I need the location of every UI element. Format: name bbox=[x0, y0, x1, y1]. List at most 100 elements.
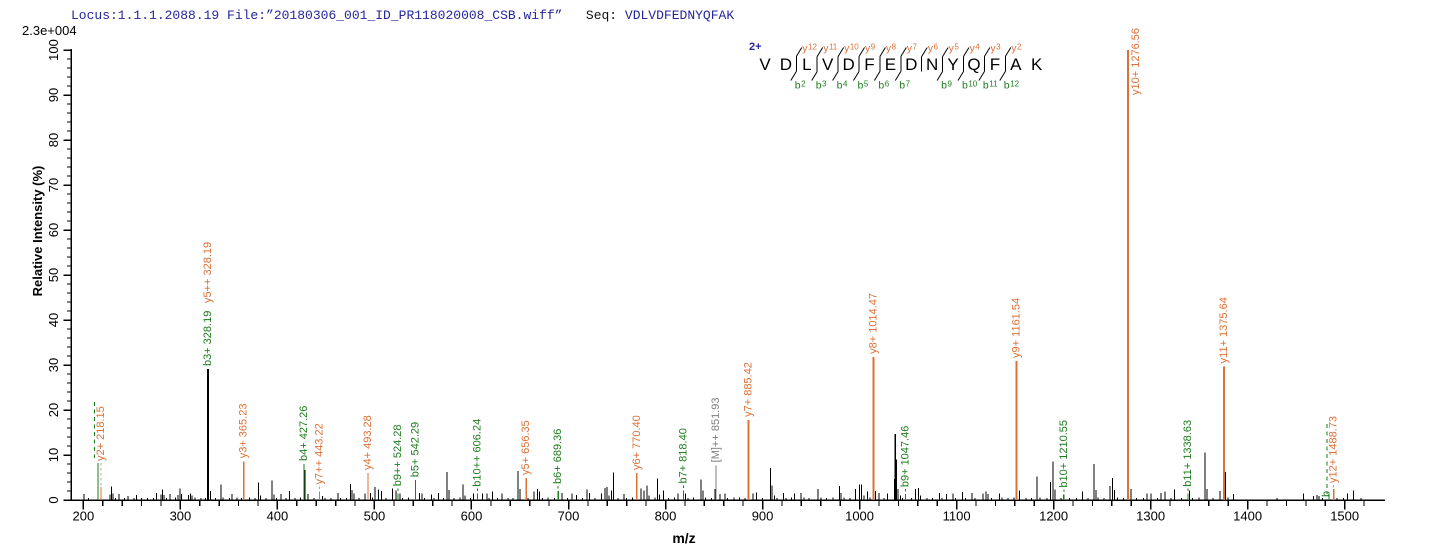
b-ion-label: b9++ 524.28 bbox=[392, 424, 404, 486]
stray-ion-glyph: b bbox=[1321, 491, 1333, 497]
cleavage-mark-top-slash bbox=[879, 47, 886, 57]
cleavage-mark-bottom-slash bbox=[999, 71, 1006, 81]
cleavage-mark-bottom-slash bbox=[811, 71, 818, 81]
y-tick-label: 30 bbox=[46, 358, 61, 372]
y-ion-tag: y5 bbox=[949, 43, 960, 55]
y-ion-tag: y9 bbox=[865, 43, 876, 55]
x-tick-label: 300 bbox=[170, 509, 192, 524]
y-ion-tag: y6 bbox=[928, 43, 939, 55]
cleavage-mark-top-slash bbox=[795, 47, 803, 57]
cleavage-mark-bottom-slash bbox=[978, 71, 985, 81]
y-ion-label: y2+ 218.15 bbox=[95, 406, 107, 461]
residue-letter: D bbox=[780, 55, 792, 74]
cleavage-mark-bottom-slash bbox=[894, 71, 902, 81]
cleavage-mark-top-slash bbox=[921, 47, 928, 57]
cleavage-mark-top-slash bbox=[942, 47, 949, 57]
cleavage-mark-top-slash bbox=[837, 47, 845, 57]
y-ion-label: y6+ 770.40 bbox=[631, 415, 643, 470]
y-tick-label: 40 bbox=[46, 313, 61, 327]
y-tick-label: 90 bbox=[46, 88, 61, 102]
b-ion-label: b6+ 689.36 bbox=[552, 429, 564, 484]
y-ion-label: y4+ 493.28 bbox=[362, 415, 374, 470]
b-ion-tag: b4 bbox=[837, 80, 848, 92]
y-ion-label: y7++ 443.22 bbox=[313, 423, 325, 484]
y-ion-tag: y3 bbox=[990, 43, 1001, 55]
y-ion-label: y3+ 365.23 bbox=[238, 404, 250, 459]
residue-letter: A bbox=[1010, 55, 1022, 74]
residue-letter: L bbox=[802, 55, 811, 74]
b-ion-label: b4+ 427.26 bbox=[298, 406, 310, 461]
x-tick-label: 1300 bbox=[1136, 509, 1165, 524]
cleavage-mark-bottom-slash bbox=[957, 71, 964, 81]
y-ion-label: y7+ 885.42 bbox=[742, 362, 754, 417]
b-ion-tag: b10 bbox=[962, 80, 978, 92]
cleavage-mark-top-slash bbox=[983, 47, 991, 57]
x-tick-label: 500 bbox=[364, 509, 386, 524]
residue-letter: N bbox=[926, 55, 938, 74]
x-axis-title: m/z bbox=[672, 530, 695, 546]
y-tick-label: 100 bbox=[46, 39, 61, 61]
b-ion-tag: b6 bbox=[878, 80, 889, 92]
y-ion-label: y5++ 328.19 bbox=[202, 242, 214, 303]
cleavage-mark-top-slash bbox=[963, 47, 970, 57]
x-tick-label: 600 bbox=[461, 509, 483, 524]
y-ion-label: y11+ 1375.64 bbox=[1218, 297, 1230, 363]
y-ion-label: y8+ 1014.47 bbox=[868, 293, 880, 354]
y-tick-label: 80 bbox=[46, 133, 61, 147]
cleavage-mark-bottom-slash bbox=[936, 71, 944, 81]
y-tick-label: 60 bbox=[46, 223, 61, 237]
b-ion-label: b3+ 328.19 bbox=[202, 311, 214, 366]
y-ion-label: y9+ 1161.54 bbox=[1010, 298, 1022, 358]
x-tick-label: 900 bbox=[752, 509, 774, 524]
b-ion-tag: b11 bbox=[983, 80, 998, 92]
spectrum-header: Locus:1.1.1.2088.19 File:”20180306_001_I… bbox=[71, 9, 734, 22]
residue-letter: V bbox=[822, 55, 834, 74]
b-ion-label: b7+ 818.40 bbox=[677, 428, 689, 483]
b-ion-label: b10++ 606.24 bbox=[472, 419, 484, 487]
y-ion-tag: y8 bbox=[886, 43, 897, 55]
x-tick-label: 200 bbox=[73, 509, 95, 524]
residue-letter: Y bbox=[947, 55, 958, 74]
b-ion-tag: b12 bbox=[1004, 80, 1020, 92]
residue-letter: V bbox=[759, 55, 771, 74]
residue-letter: K bbox=[1031, 55, 1043, 74]
y-tick-label: 10 bbox=[46, 448, 61, 462]
y-ion-tag: y4 bbox=[970, 43, 981, 55]
y-ion-label: y12+ 1488.73 bbox=[1328, 416, 1340, 483]
x-tick-label: 800 bbox=[655, 509, 677, 524]
y-ion-tag: y12 bbox=[802, 43, 817, 55]
b-ion-tag: b3 bbox=[816, 80, 827, 92]
precursor-charge-label: 2+ bbox=[749, 41, 762, 53]
y-ion-label: y5+ 656.35 bbox=[520, 420, 532, 475]
y-ion-tag: y10 bbox=[844, 43, 859, 55]
residue-letter: F bbox=[990, 55, 1000, 74]
cleavage-mark-top-slash bbox=[1004, 47, 1012, 57]
b-ion-tag: b2 bbox=[795, 80, 806, 92]
b-ion-label: b9+ 1047.46 bbox=[900, 426, 912, 487]
b-ion-label: b5+ 542.29 bbox=[409, 422, 421, 477]
y-ion-tag: y7 bbox=[907, 43, 918, 55]
residue-letter: D bbox=[905, 55, 917, 74]
x-tick-label: 1500 bbox=[1330, 509, 1359, 524]
y-tick-label: 20 bbox=[46, 403, 61, 417]
x-tick-label: 1100 bbox=[943, 509, 971, 524]
x-tick-label: 700 bbox=[558, 509, 580, 524]
b-ion-tag: b7 bbox=[899, 80, 910, 92]
cleavage-mark-bottom-slash bbox=[832, 71, 839, 81]
cleavage-mark-bottom-slash bbox=[790, 71, 797, 81]
intensity-reference-label: 2.3e+004 bbox=[22, 23, 77, 38]
y-ion-label: y10+ 1276.56 bbox=[1130, 28, 1142, 95]
x-tick-label: 1400 bbox=[1233, 509, 1262, 524]
cleavage-mark-top-slash bbox=[816, 47, 824, 57]
seq-label: Seq: bbox=[562, 8, 625, 23]
b-ion-tag: b5 bbox=[858, 80, 869, 92]
x-tick-label: 1000 bbox=[845, 509, 874, 524]
cleavage-mark-top-slash bbox=[858, 47, 865, 57]
b-ion-tag: b9 bbox=[941, 80, 952, 92]
residue-letter: Q bbox=[967, 55, 980, 74]
residue-letter: F bbox=[864, 55, 874, 74]
y-tick-label: 50 bbox=[46, 268, 61, 282]
cleavage-mark-bottom-slash bbox=[853, 71, 860, 81]
y-ion-tag: y2 bbox=[1011, 43, 1022, 55]
